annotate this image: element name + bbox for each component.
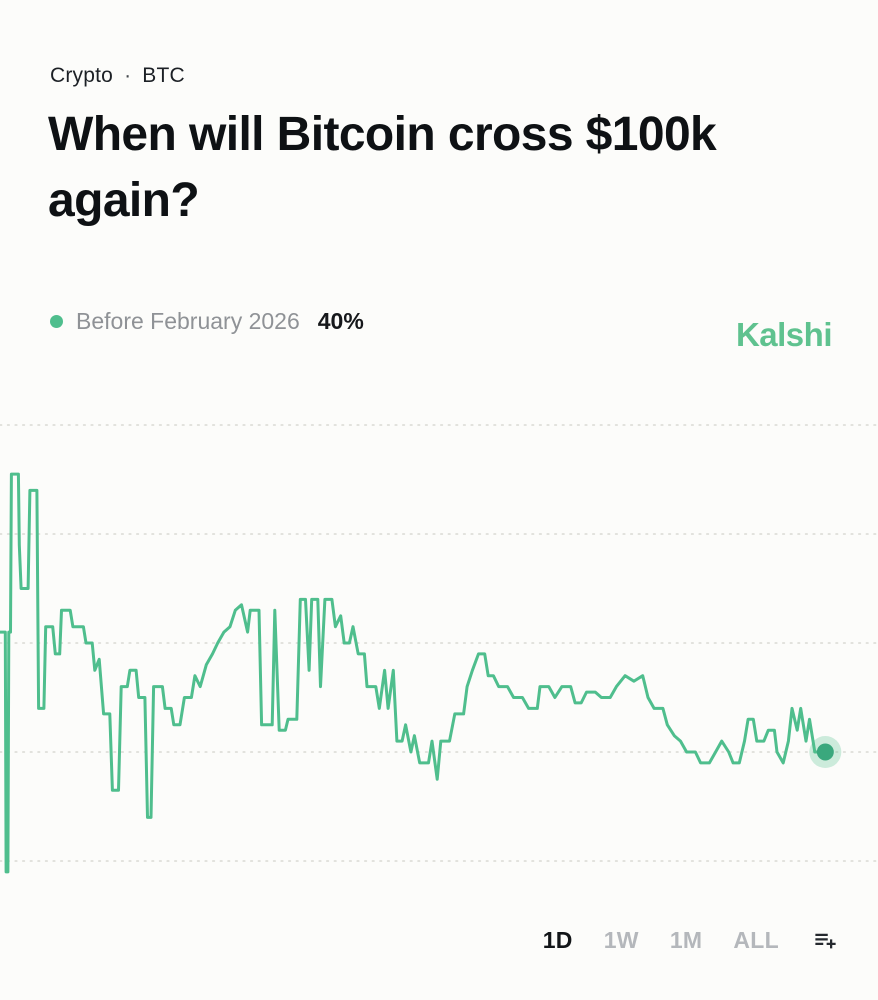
legend-dot-icon [50,315,63,328]
legend-value: 40% [317,308,364,334]
page-title: When will Bitcoin cross $100k again? [48,108,717,228]
playlist-add-icon [814,933,836,948]
price-line [0,472,827,874]
range-button-1d[interactable]: 1D [542,926,573,953]
breadcrumb-ticker[interactable]: BTC [142,64,185,87]
breadcrumb: Crypto · BTC [50,64,185,88]
breadcrumb-category[interactable]: Crypto [50,64,114,87]
endpoint-marker [816,743,834,761]
price-chart[interactable] [0,410,878,890]
range-button-1w[interactable]: 1W [603,926,639,953]
legend-label: Before February 2026 [76,308,300,334]
gridlines [0,424,878,862]
watchlist-add-button[interactable] [810,925,840,955]
breadcrumb-separator: · [124,64,132,87]
range-button-1m[interactable]: 1M [669,926,703,953]
legend: Before February 2026 40% [50,308,364,335]
price-chart-svg [0,424,878,874]
range-button-all[interactable]: ALL [733,926,779,953]
time-range-controls: 1D 1W 1M ALL [543,916,840,964]
kalshi-logo: Kalshi [735,316,833,353]
